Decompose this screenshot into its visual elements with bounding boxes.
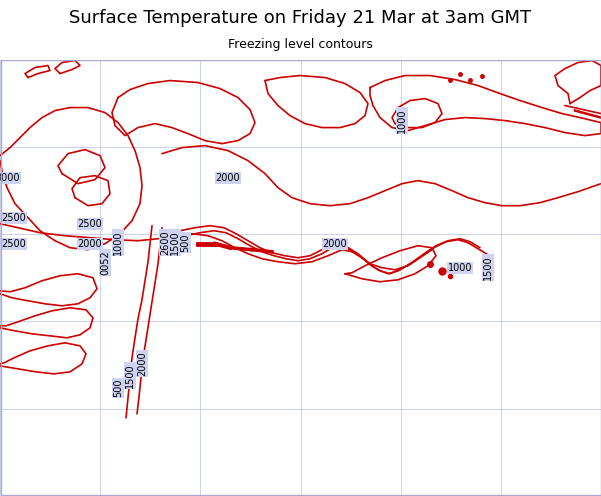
Text: 2000: 2000: [78, 239, 102, 248]
Text: 0052: 0052: [100, 250, 110, 275]
Text: 1500: 1500: [170, 231, 180, 255]
Text: 2600: 2600: [160, 231, 170, 255]
Text: 1000: 1000: [397, 108, 407, 133]
Text: 2500: 2500: [78, 219, 102, 229]
Text: 500: 500: [113, 378, 123, 397]
Text: 1500: 1500: [483, 255, 493, 280]
Text: Surface Temperature on Friday 21 Mar at 3am GMT: Surface Temperature on Friday 21 Mar at …: [70, 9, 531, 27]
Text: 1500: 1500: [125, 364, 135, 388]
Text: 500: 500: [180, 234, 190, 252]
Text: Freezing level contours: Freezing level contours: [228, 38, 373, 51]
Text: 2500: 2500: [2, 239, 26, 248]
Text: 2000: 2000: [137, 352, 147, 376]
Text: 2000: 2000: [323, 239, 347, 248]
Text: 1000: 1000: [113, 231, 123, 255]
Text: 2500: 2500: [2, 213, 26, 223]
Text: 2000: 2000: [216, 173, 240, 183]
Text: 1000: 1000: [448, 263, 472, 273]
Text: 3000: 3000: [0, 173, 20, 183]
